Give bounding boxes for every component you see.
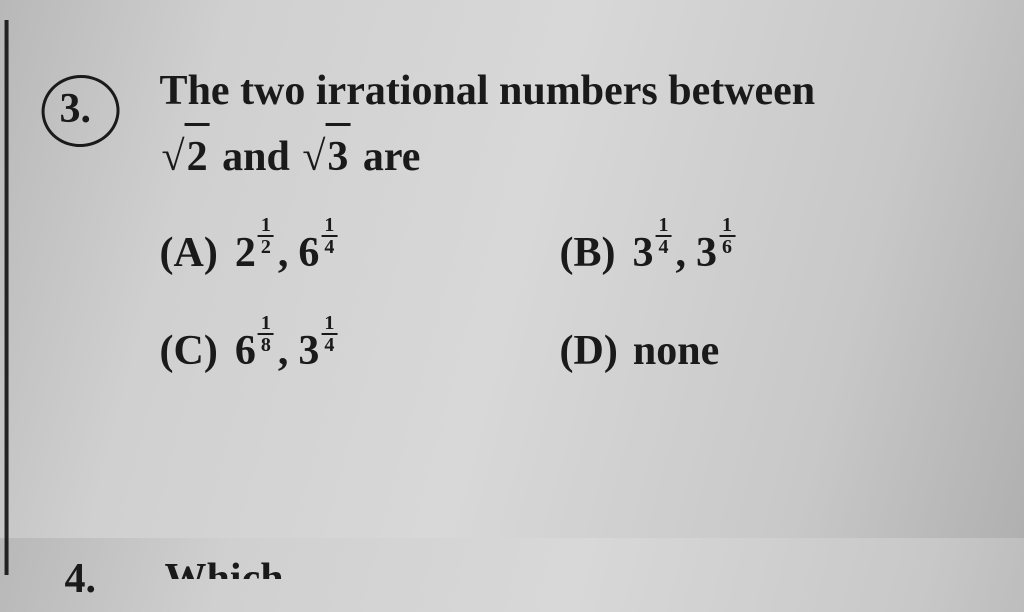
question-text: The two irrational numbers between √2 an… — [160, 60, 994, 189]
option-row-2: (C) 6 1 8 , 3 1 4 (D) — [160, 327, 994, 375]
option-c-label: (C) — [160, 327, 218, 375]
exponent-fraction: 1 4 — [321, 215, 337, 257]
options-block: (A) 2 1 2 , 6 1 4 (B) — [160, 229, 994, 375]
page-content: 3. The two irrational numbers between √2… — [30, 60, 994, 375]
exp-denominator: 8 — [258, 335, 274, 355]
option-d-label: (D) — [560, 327, 618, 375]
comma: , — [676, 229, 687, 277]
exp-numerator: 1 — [258, 313, 274, 335]
connector-and: and — [222, 134, 300, 180]
question-line-1: The two irrational numbers between — [160, 68, 816, 114]
option-b-term-1: 3 1 4 — [633, 229, 672, 277]
base: 3 — [298, 327, 319, 375]
option-c-term-2: 3 1 4 — [298, 327, 337, 375]
sqrt-sign: √ — [302, 134, 325, 180]
option-d: (D) none — [560, 327, 720, 375]
base: 6 — [298, 229, 319, 277]
circled-annotation — [39, 72, 123, 151]
exponent-fraction: 1 4 — [321, 313, 337, 355]
exp-numerator: 1 — [321, 313, 337, 335]
exponent-fraction: 1 4 — [656, 215, 672, 257]
option-a-term-1: 2 1 2 — [235, 229, 274, 277]
exponent-fraction: 1 6 — [719, 215, 735, 257]
exponent-fraction: 1 2 — [258, 215, 274, 257]
exponent-fraction: 1 8 — [258, 313, 274, 355]
question-line-2-end: are — [363, 134, 421, 180]
option-a-term-2: 6 1 4 — [298, 229, 337, 277]
comma: , — [278, 229, 289, 277]
next-question-number: 4. — [65, 555, 97, 603]
exp-denominator: 4 — [321, 237, 337, 257]
option-a-label: (A) — [160, 229, 218, 277]
sqrt-3: √3 — [302, 123, 350, 189]
sqrt-radicand: 3 — [325, 123, 350, 189]
sqrt-radicand: 2 — [185, 123, 210, 189]
option-row-1: (A) 2 1 2 , 6 1 4 (B) — [160, 229, 994, 277]
exp-numerator: 1 — [656, 215, 672, 237]
option-b-term-2: 3 1 6 — [696, 229, 735, 277]
option-a: (A) 2 1 2 , 6 1 4 — [160, 229, 560, 277]
comma: , — [278, 327, 289, 375]
exp-numerator: 1 — [321, 215, 337, 237]
base: 3 — [696, 229, 717, 277]
exp-denominator: 6 — [719, 237, 735, 257]
exp-denominator: 4 — [321, 335, 337, 355]
question-number-wrap: 3. — [60, 85, 92, 133]
exp-denominator: 4 — [656, 237, 672, 257]
page-left-border — [5, 20, 9, 575]
sqrt-sign: √ — [162, 134, 185, 180]
option-b: (B) 3 1 4 , 3 1 6 — [560, 229, 738, 277]
next-question-partial: Which — [165, 555, 284, 603]
exp-denominator: 2 — [258, 237, 274, 257]
exp-numerator: 1 — [719, 215, 735, 237]
option-b-label: (B) — [560, 229, 616, 277]
base: 3 — [633, 229, 654, 277]
option-d-text: none — [633, 327, 719, 375]
option-c: (C) 6 1 8 , 3 1 4 — [160, 327, 560, 375]
base: 6 — [235, 327, 256, 375]
exp-numerator: 1 — [258, 215, 274, 237]
option-c-term-1: 6 1 8 — [235, 327, 274, 375]
sqrt-2: √2 — [162, 123, 210, 189]
base: 2 — [235, 229, 256, 277]
